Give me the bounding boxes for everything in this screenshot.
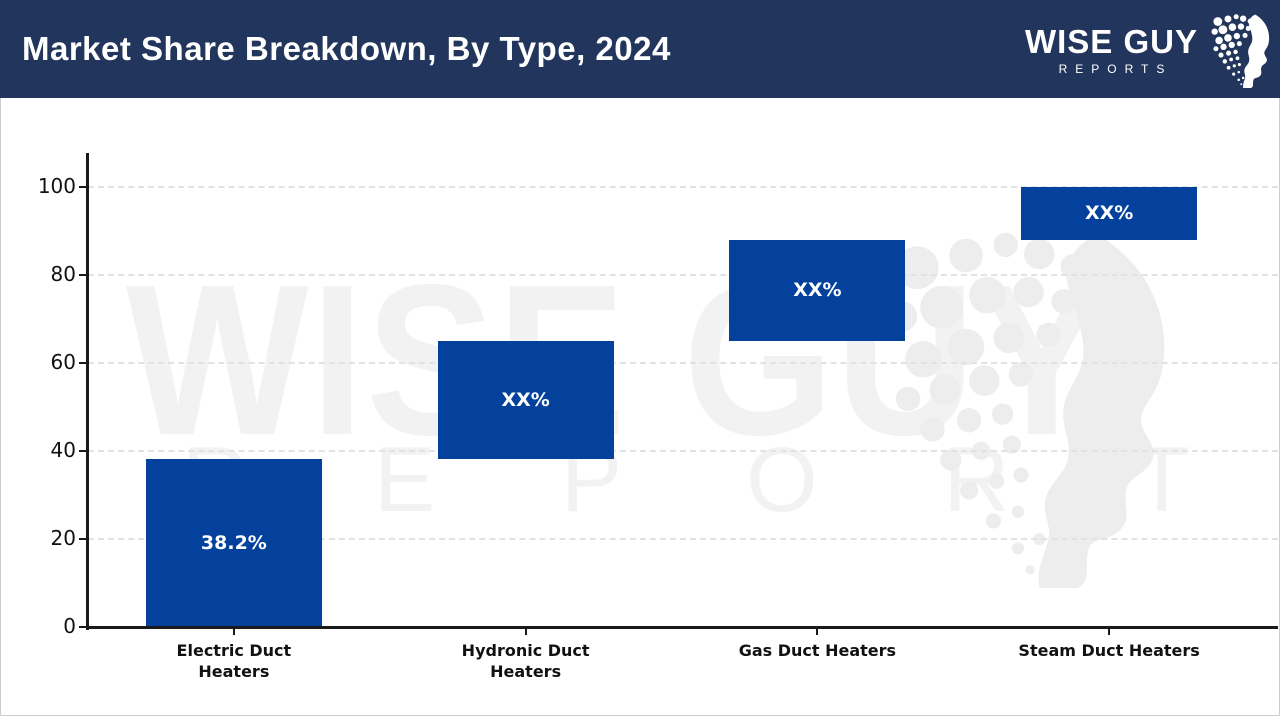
logo-wordmark: WISE GUY [1024,22,1198,60]
y-tick-label: 20 [50,526,76,550]
gridline-60 [88,362,1278,364]
y-tick-mark [79,538,88,540]
wiseguy-logo: WISE GUY REPORTS [1025,8,1272,92]
bar-3: XX% [729,239,906,341]
logo-text: WISE GUY REPORTS [1025,25,1198,76]
x-category-label: Electric Duct Heaters [176,641,292,681]
y-tick-mark [79,362,88,364]
x-tick-mark [1108,627,1111,635]
gridline-20 [88,538,1278,540]
y-tick-mark [79,450,88,452]
x-axis-line [86,626,1278,629]
y-tick-label: 80 [50,262,76,286]
bar-4: XX% [1021,187,1198,240]
y-tick-mark [79,626,88,628]
y-tick-label: 100 [37,174,76,198]
bar-value-label: XX% [1084,202,1134,225]
bar-1: 38.2% [145,458,322,627]
gridline-40 [88,450,1278,452]
bar-value-label: XX% [501,388,550,411]
gridline-100 [88,186,1278,188]
x-category-label: Gas Duct Heaters [738,641,897,660]
y-tick-label: 60 [50,350,76,374]
bar-2: XX% [437,341,614,459]
page-title: Market Share Breakdown, By Type, 2024 [22,30,671,67]
header-bar: Market Share Breakdown, By Type, 2024 WI… [0,0,1280,98]
bar-value-label: 38.2% [200,531,267,554]
x-category-label: Steam Duct Heaters [1018,641,1200,660]
x-tick-mark [524,627,527,635]
y-tick-mark [79,186,88,188]
y-axis-line [86,153,89,630]
x-tick-mark [816,627,819,635]
bar-value-label: XX% [793,279,842,302]
logo-subtitle: REPORTS [1058,61,1173,76]
y-tick-label: 40 [50,438,76,462]
x-category-label: Hydronic Duct Heaters [461,641,590,681]
y-tick-label: 0 [63,614,76,638]
gridline-80 [88,274,1278,276]
x-tick-mark [232,627,235,635]
y-tick-mark [79,274,88,276]
